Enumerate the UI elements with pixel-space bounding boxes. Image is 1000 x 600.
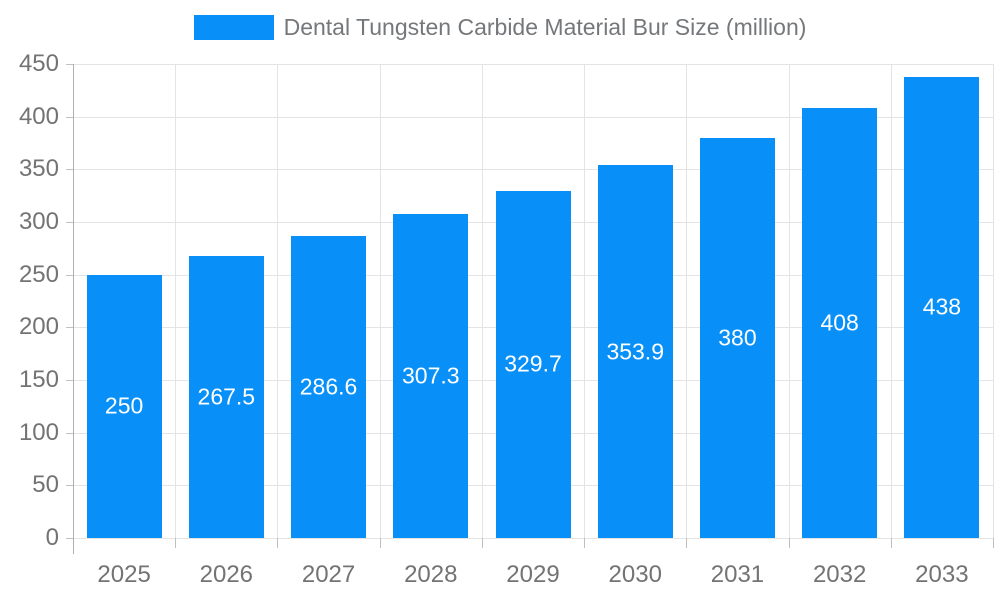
x-axis-tick [481,538,483,548]
bar-value-label: 408 [820,309,859,336]
gridline-vertical [175,64,177,538]
bar-2031[interactable] [699,137,775,538]
y-axis-tick-label: 0 [45,524,59,551]
y-axis-tick-label: 100 [18,418,59,446]
bar-value-label: 353.9 [606,338,664,365]
bar-2026[interactable] [188,256,264,538]
chart-legend[interactable]: Dental Tungsten Carbide Material Bur Siz… [0,14,1000,42]
legend-label: Dental Tungsten Carbide Material Bur Siz… [283,14,807,40]
gridline-vertical [890,64,892,538]
y-axis-tick [66,64,73,65]
bar-value-label: 380 [718,324,757,351]
bar-2029[interactable] [495,190,571,538]
y-axis-tick [66,538,73,539]
x-axis-tick [584,538,586,548]
bar-value-label: 286.6 [299,373,358,400]
y-axis-tick [66,380,73,381]
x-axis-tick-label: 2032 [812,561,867,588]
x-axis-tick-label: 2025 [97,561,151,588]
y-axis-tick-label: 250 [18,260,59,288]
bar-2028[interactable] [393,214,469,538]
y-axis-tick-label: 450 [18,50,59,77]
y-axis-tick-label: 150 [18,366,59,393]
gridline-horizontal [73,116,993,118]
x-axis-tick-label: 2033 [915,561,969,588]
bar-2030[interactable] [597,165,673,538]
bar-2032[interactable] [802,108,878,538]
y-axis-tick [66,222,73,223]
x-axis-tick [993,538,994,548]
bar-2027[interactable] [291,236,367,538]
bar-value-label: 267.5 [197,383,256,410]
y-axis-line [73,64,74,554]
y-axis-tick [66,116,73,118]
y-axis-tick-label: 350 [18,155,59,183]
x-axis-tick [890,538,892,548]
bar-value-label: 250 [104,392,144,419]
y-axis-tick-label: 50 [32,471,59,499]
bar-2025[interactable] [86,274,162,538]
gridline-horizontal [73,64,993,65]
gridline-vertical [277,64,279,538]
x-axis-tick [175,538,177,548]
x-axis-tick-label: 2030 [608,561,662,588]
x-axis-tick-label: 2026 [199,561,254,588]
y-axis-tick [66,432,73,434]
gridline-horizontal [73,169,993,171]
legend-swatch-icon [193,15,274,41]
y-axis-tick-label: 200 [18,313,59,341]
bar-value-label: 329.7 [504,350,562,377]
gridline-horizontal [73,538,993,539]
y-axis-tick-label: 300 [18,208,59,235]
x-axis-tick [379,538,381,548]
x-axis-tick-label: 2027 [301,561,356,588]
gridline-vertical [686,64,688,538]
y-axis-tick [66,169,73,171]
x-axis-tick [277,538,279,548]
gridline-vertical [379,64,381,538]
bar-value-label: 438 [922,293,962,320]
bar-2033[interactable] [904,76,980,538]
gridline-vertical [481,64,483,538]
y-axis-tick [66,327,73,329]
x-axis-tick-label: 2029 [506,561,560,588]
bar-value-label: 307.3 [401,362,460,389]
x-axis-tick-label: 2028 [404,561,458,588]
gridline-vertical [584,64,586,538]
x-axis-tick [788,538,790,548]
y-axis-tick [66,485,73,487]
y-axis-tick-label: 400 [18,102,59,130]
gridline-vertical [788,64,790,538]
x-axis-tick [686,538,688,548]
x-axis-tick-label: 2031 [710,561,765,588]
y-axis-tick [66,274,73,276]
gridline-vertical [993,64,994,538]
